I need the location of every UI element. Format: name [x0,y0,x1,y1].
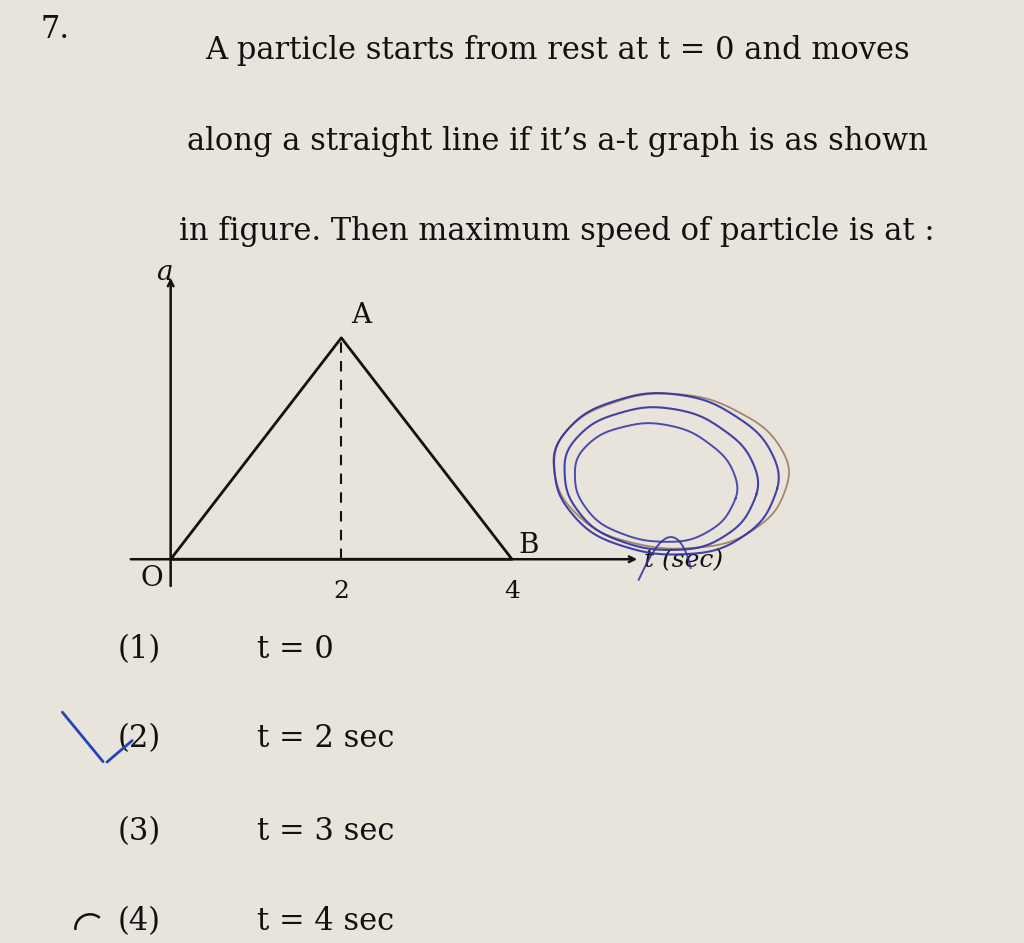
Text: t (sec): t (sec) [644,549,723,572]
Text: t = 3 sec: t = 3 sec [257,817,394,848]
Text: in figure. Then maximum speed of particle is at :: in figure. Then maximum speed of particl… [179,217,935,247]
Text: t = 2 sec: t = 2 sec [257,723,394,754]
Text: 4: 4 [504,580,520,603]
Text: (1): (1) [118,634,161,665]
Text: A particle starts from rest at t = 0 and moves: A particle starts from rest at t = 0 and… [205,36,909,66]
Text: B: B [519,533,540,559]
Text: 2: 2 [334,580,349,603]
Text: (2): (2) [118,723,161,754]
Text: (3): (3) [118,817,161,848]
Text: t = 4 sec: t = 4 sec [257,906,394,937]
Text: (4): (4) [118,906,161,937]
Text: t = 0: t = 0 [257,634,334,665]
Text: 7.: 7. [41,14,70,45]
Text: a: a [156,259,172,287]
Text: A: A [351,302,372,329]
Text: O: O [140,565,163,592]
Text: along a straight line if it’s a-t graph is as shown: along a straight line if it’s a-t graph … [186,126,928,157]
